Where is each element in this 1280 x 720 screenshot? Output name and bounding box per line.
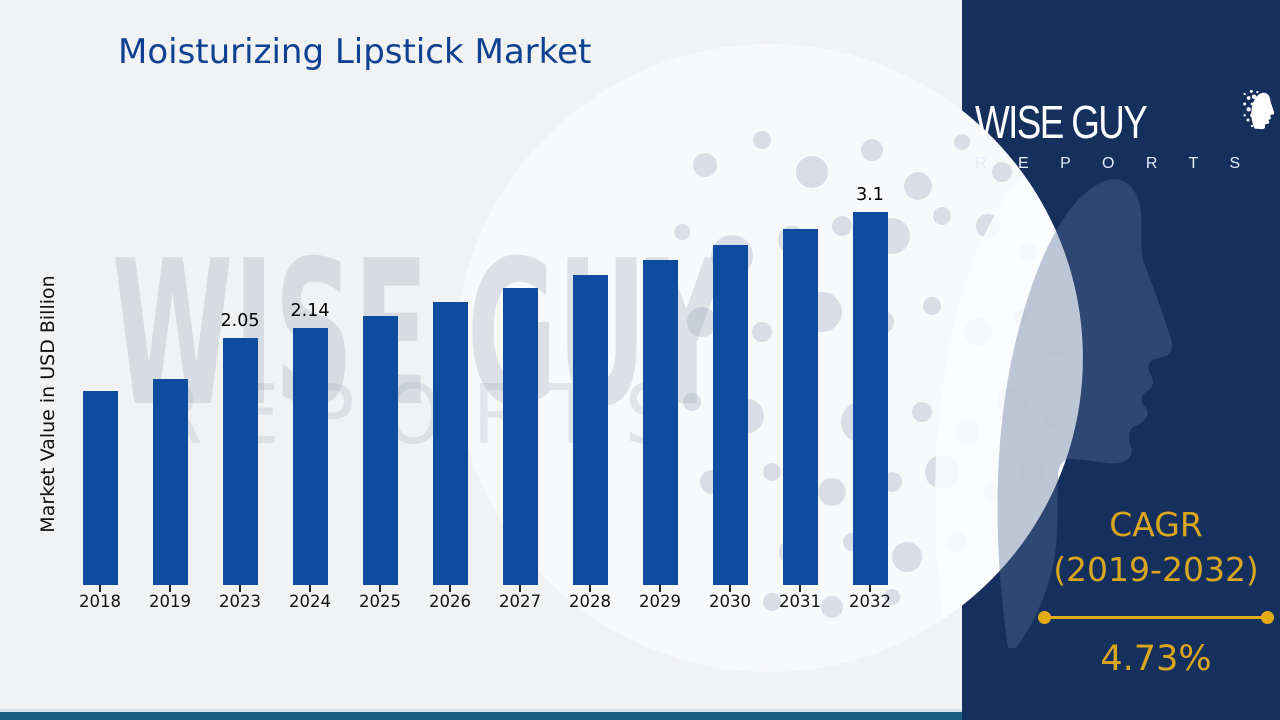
- x-axis-label-2032: 2032: [849, 592, 891, 611]
- x-axis-tick: [169, 585, 171, 592]
- footer-light-line: [0, 709, 962, 712]
- x-axis-label-2024: 2024: [289, 592, 331, 611]
- bar-2029: [642, 260, 678, 585]
- x-axis-label-2030: 2030: [709, 592, 751, 611]
- bar-2024: [292, 328, 328, 585]
- logo-subtitle: R E P O R T S: [975, 155, 1254, 172]
- x-axis-label-2018: 2018: [79, 592, 121, 611]
- cagr-divider-line: [1038, 611, 1274, 624]
- bar-2018: [82, 391, 118, 585]
- cagr-heading: CAGR: [1109, 505, 1203, 544]
- x-axis-label-2031: 2031: [779, 592, 821, 611]
- cagr-range: (2019-2032): [1053, 550, 1259, 589]
- bar-2019: [152, 379, 188, 585]
- x-axis-tick: [659, 585, 661, 592]
- bar-2030: [712, 245, 748, 585]
- x-axis-tick: [379, 585, 381, 592]
- x-axis-label-2028: 2028: [569, 592, 611, 611]
- x-axis-tick: [869, 585, 871, 592]
- x-axis-tick: [799, 585, 801, 592]
- x-axis-tick: [99, 585, 101, 592]
- x-axis-label-2029: 2029: [639, 592, 681, 611]
- logo-wordmark: WISE GUY: [975, 96, 1148, 148]
- chart-title: Moisturizing Lipstick Market: [118, 32, 592, 72]
- x-axis-label-2026: 2026: [429, 592, 471, 611]
- divider-dot-right: [1261, 611, 1274, 624]
- x-axis-label-2019: 2019: [149, 592, 191, 611]
- footer-teal-bar: [0, 712, 962, 720]
- bar-2032: [852, 212, 888, 585]
- divider-dot-left: [1038, 611, 1051, 624]
- bar-2025: [362, 316, 398, 585]
- cagr-block: CAGR (2019-2032) 4.73%: [1038, 505, 1274, 679]
- x-axis-tick: [519, 585, 521, 592]
- bar-2028: [572, 275, 608, 585]
- bar-value-label-2032: 3.1: [856, 185, 884, 205]
- x-axis-label-2023: 2023: [219, 592, 261, 611]
- x-axis-tick: [309, 585, 311, 592]
- x-axis-tick: [449, 585, 451, 592]
- cagr-value: 4.73%: [1100, 639, 1212, 679]
- bar-2031: [782, 229, 818, 585]
- sidebar-background: [962, 0, 1280, 720]
- bar-value-label-2024: 2.14: [290, 301, 330, 321]
- x-axis-tick: [239, 585, 241, 592]
- x-axis-tick: [729, 585, 731, 592]
- x-axis-tick: [589, 585, 591, 592]
- x-axis-label-2027: 2027: [499, 592, 541, 611]
- logo-head-icon: [1242, 89, 1274, 130]
- bar-value-label-2023: 2.05: [220, 311, 260, 331]
- decorative-circle: [455, 44, 1083, 672]
- face-silhouette: [997, 179, 1173, 649]
- wise-guy-reports-logo: WISE GUY R E P O R T S: [975, 40, 1275, 180]
- x-axis-label-2025: 2025: [359, 592, 401, 611]
- bar-2026: [432, 302, 468, 585]
- bar-2027: [502, 288, 538, 585]
- bar-2023: [222, 338, 258, 585]
- bar-chart: 2018 2019 2.05 2023 2.14 2024 2025 2026 2027 2028…: [79, 185, 891, 611]
